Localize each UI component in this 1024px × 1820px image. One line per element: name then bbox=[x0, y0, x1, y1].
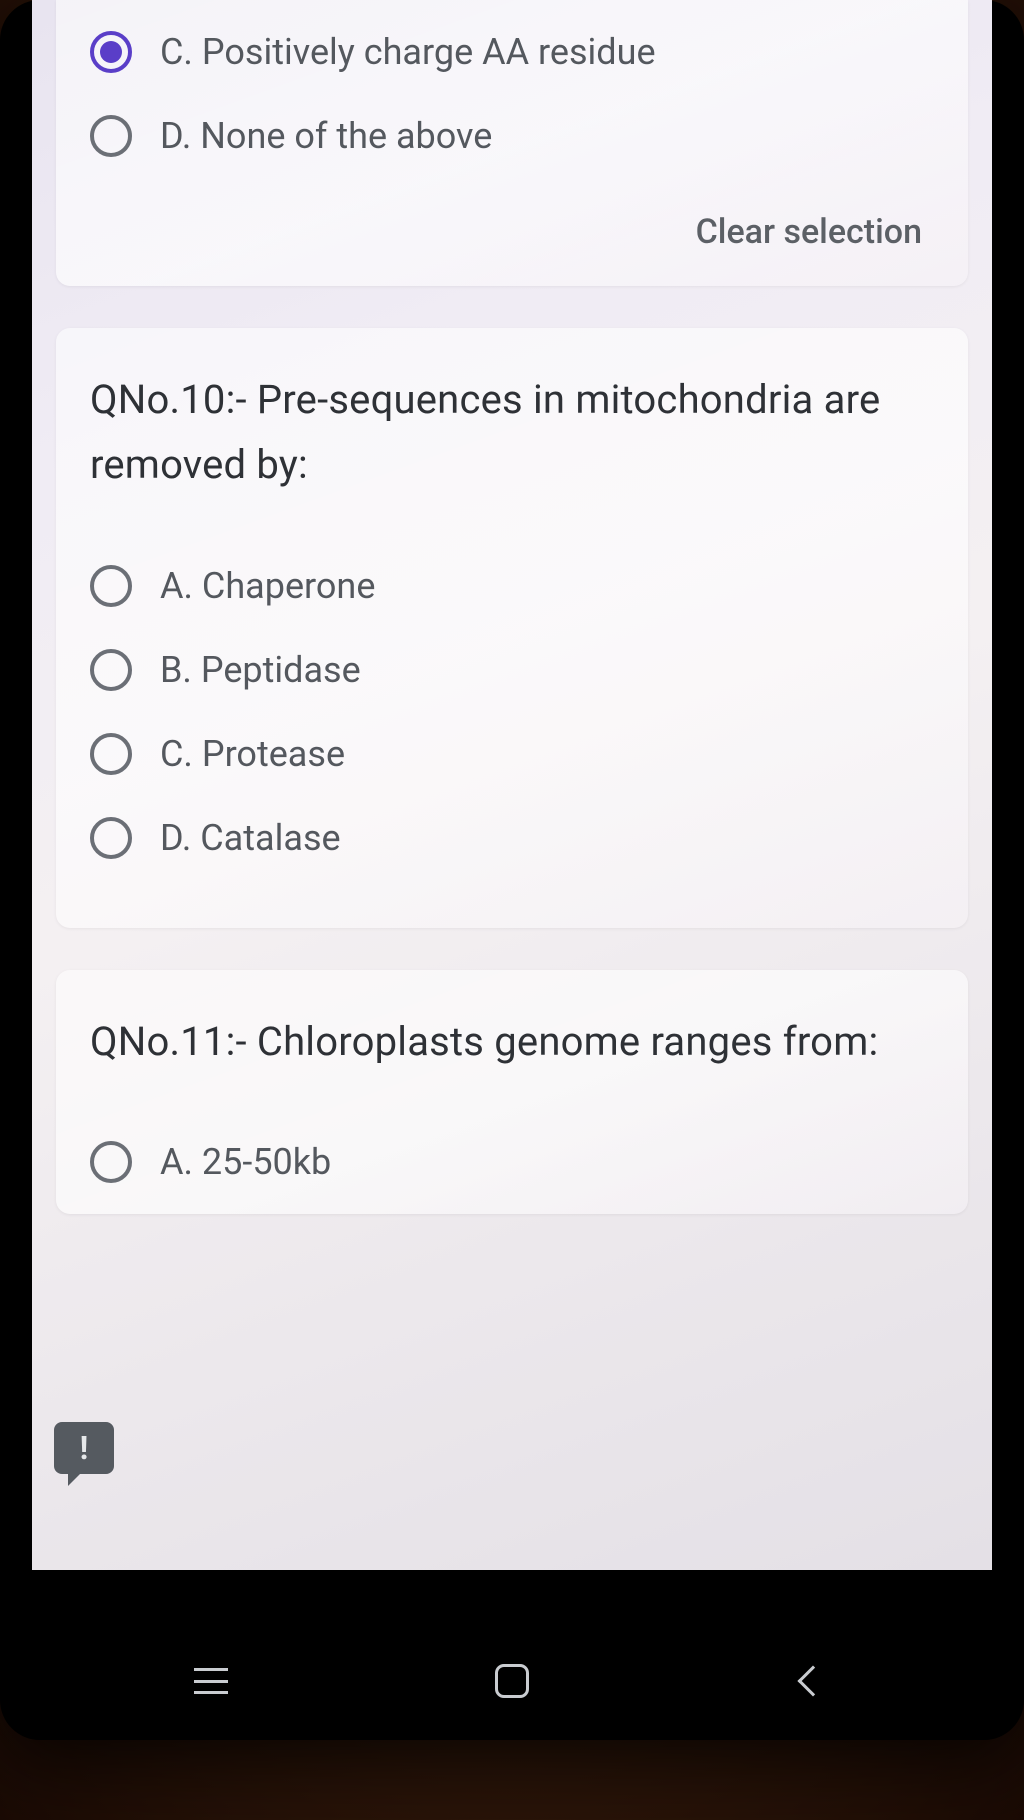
option-c[interactable]: C. Protease bbox=[90, 712, 934, 796]
option-a[interactable]: A. Chaperone bbox=[90, 544, 934, 628]
feedback-button[interactable]: ! bbox=[54, 1422, 114, 1474]
radio-icon bbox=[90, 1141, 132, 1183]
option-label: C. Protease bbox=[160, 733, 345, 775]
nav-back-button[interactable] bbox=[773, 1641, 853, 1721]
option-c[interactable]: C. Positively charge AA residue bbox=[90, 10, 934, 94]
android-nav-bar bbox=[0, 1622, 1024, 1740]
radio-icon bbox=[90, 817, 132, 859]
question-card-10: QNo.10:- Pre-sequences in mitochondria a… bbox=[56, 328, 968, 928]
question-card-9-tail: C. Positively charge AA residue D. None … bbox=[56, 0, 968, 286]
option-label: D. Catalase bbox=[160, 817, 341, 859]
question-card-11: QNo.11:- Chloroplasts genome ranges from… bbox=[56, 970, 968, 1215]
screen: C. Positively charge AA residue D. None … bbox=[32, 0, 992, 1570]
alert-icon: ! bbox=[80, 1432, 89, 1464]
radio-selected-icon bbox=[90, 31, 132, 73]
radio-icon bbox=[90, 115, 132, 157]
option-d[interactable]: D. None of the above bbox=[90, 94, 934, 178]
option-b[interactable]: B. Peptidase bbox=[90, 628, 934, 712]
clear-selection-button[interactable]: Clear selection bbox=[696, 212, 922, 252]
option-a[interactable]: A. 25-50kb bbox=[90, 1120, 934, 1204]
option-label: B. Peptidase bbox=[160, 649, 361, 691]
radio-icon bbox=[90, 733, 132, 775]
home-icon bbox=[495, 1664, 529, 1698]
option-label: D. None of the above bbox=[160, 115, 492, 157]
option-label: C. Positively charge AA residue bbox=[160, 31, 656, 73]
question-title: QNo.10:- Pre-sequences in mitochondria a… bbox=[90, 368, 934, 498]
option-label: A. 25-50kb bbox=[160, 1141, 331, 1183]
radio-icon bbox=[90, 565, 132, 607]
question-title: QNo.11:- Chloroplasts genome ranges from… bbox=[90, 1010, 934, 1075]
nav-recent-button[interactable] bbox=[171, 1641, 251, 1721]
option-label: A. Chaperone bbox=[160, 565, 375, 607]
menu-icon bbox=[194, 1668, 228, 1694]
clear-selection-row: Clear selection bbox=[90, 212, 934, 252]
phone-frame: C. Positively charge AA residue D. None … bbox=[0, 0, 1024, 1740]
radio-icon bbox=[90, 649, 132, 691]
back-icon bbox=[798, 1665, 829, 1696]
option-d[interactable]: D. Catalase bbox=[90, 796, 934, 880]
nav-home-button[interactable] bbox=[472, 1641, 552, 1721]
